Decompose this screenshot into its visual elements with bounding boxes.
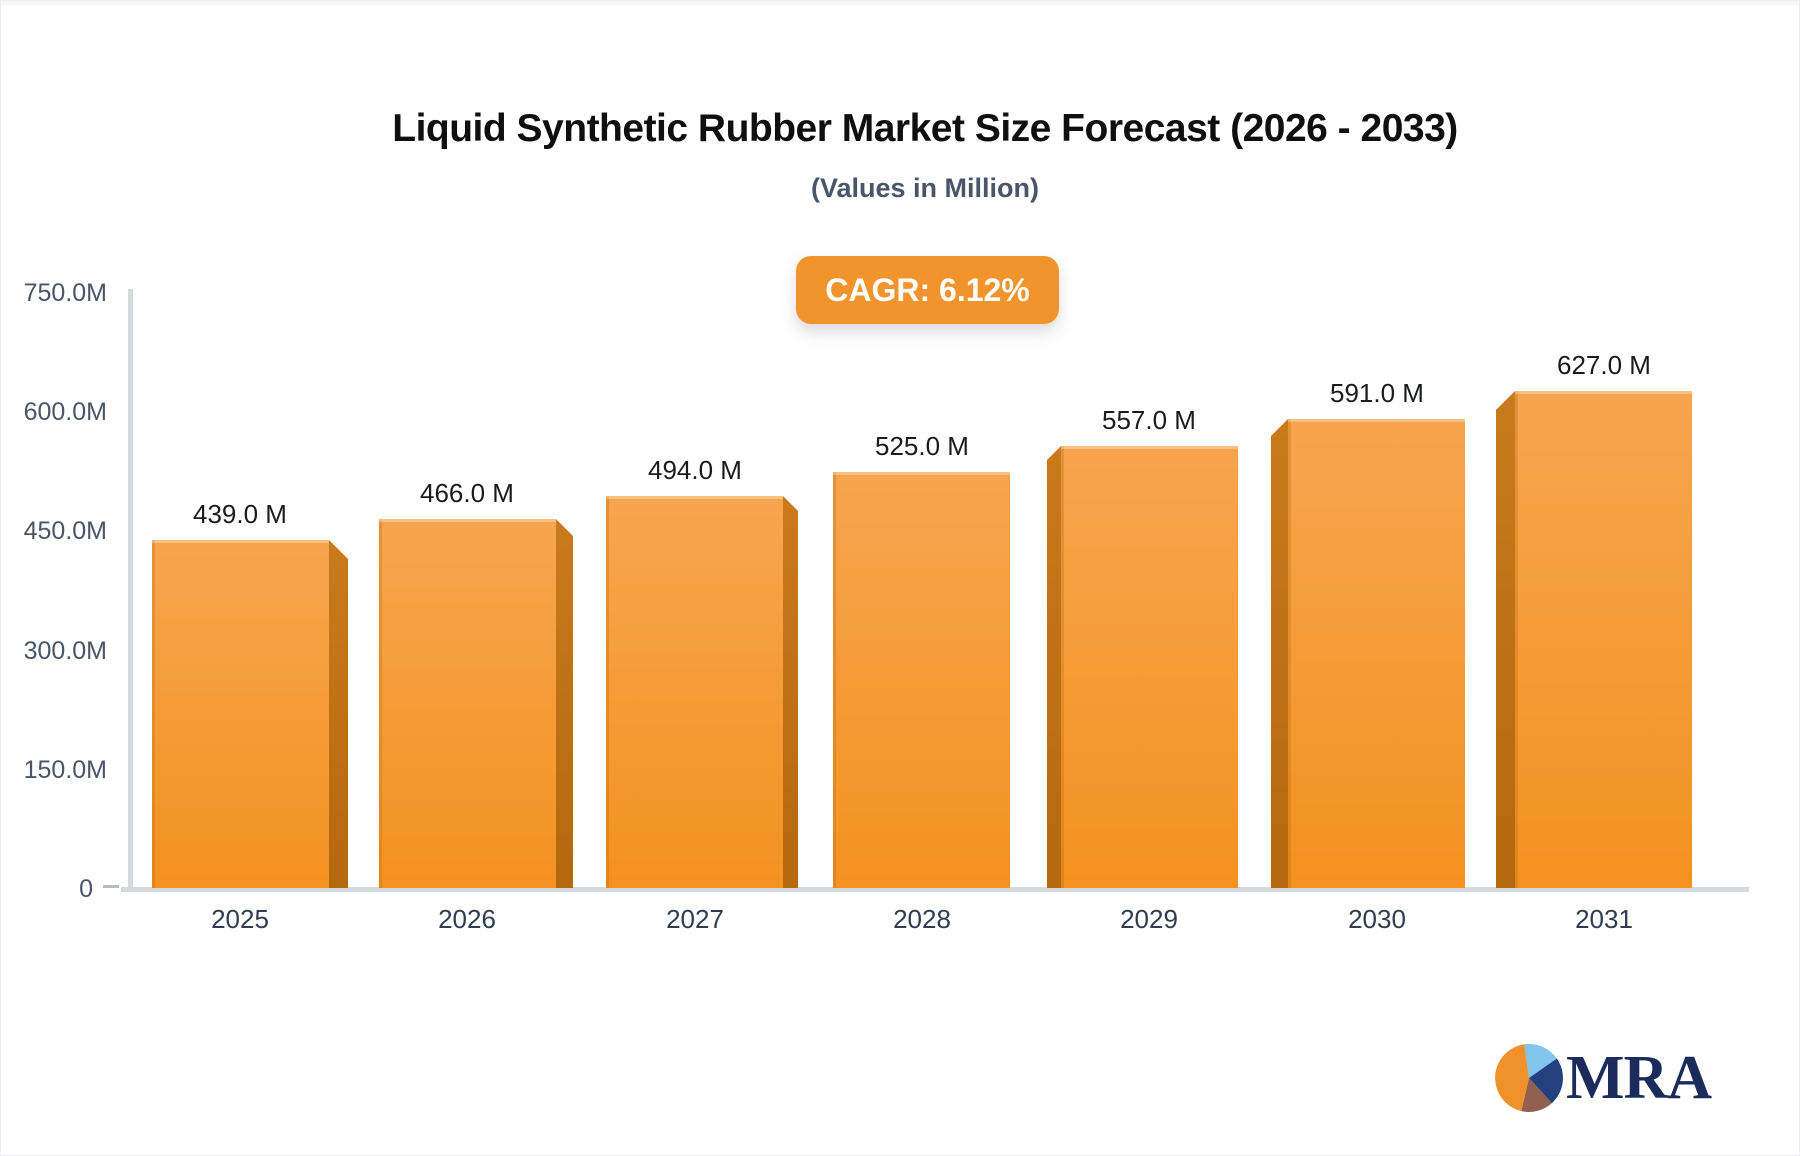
x-axis-label-2025: 2025: [211, 904, 269, 934]
y-axis-label: 450.0M: [23, 517, 107, 545]
bar-side-face: [1496, 391, 1515, 888]
y-axis-line: [128, 289, 133, 892]
bar-value-label: 591.0 M: [1330, 378, 1424, 408]
x-axis-label-2029: 2029: [1120, 904, 1178, 934]
y-axis-label: 750.0M: [23, 279, 107, 307]
bar-side-face: [1271, 419, 1288, 888]
x-axis-label-2027: 2027: [666, 904, 724, 934]
y-axis-label: 300.0M: [23, 637, 107, 665]
bar-value-label: 439.0 M: [193, 499, 287, 529]
bar-2027[interactable]: [606, 496, 783, 888]
chart-title: Liquid Synthetic Rubber Market Size Fore…: [392, 107, 1458, 150]
cagr-badge-label: CAGR: 6.12%: [825, 271, 1030, 308]
bar-value-label: 557.0 M: [1102, 405, 1196, 435]
logo-pie-icon: [1495, 1044, 1563, 1112]
y-axis-label: 150.0M: [23, 756, 107, 784]
bar-2025[interactable]: [152, 540, 329, 888]
x-axis-label-2026: 2026: [438, 904, 496, 934]
bar-2029[interactable]: [1061, 446, 1238, 888]
bar-2028[interactable]: [833, 472, 1010, 888]
zero-tick-mark: [103, 885, 119, 888]
bar-side-face: [1047, 446, 1061, 888]
bar-value-label: 525.0 M: [875, 431, 969, 461]
x-axis-line: [121, 887, 1749, 892]
bar-2031[interactable]: [1515, 391, 1692, 888]
y-axis-label: 0: [79, 875, 93, 903]
bar-2026[interactable]: [379, 519, 556, 888]
bar-side-face: [556, 519, 573, 888]
x-axis-label-2030: 2030: [1348, 904, 1406, 934]
cagr-badge: CAGR: 6.12%: [796, 256, 1059, 324]
bar-side-face: [329, 540, 348, 888]
bar-value-label: 466.0 M: [420, 478, 514, 508]
bar-value-label: 627.0 M: [1557, 350, 1651, 380]
x-axis-label-2028: 2028: [893, 904, 951, 934]
brand-logo: MRA: [1495, 1043, 1712, 1113]
logo-text: MRA: [1566, 1044, 1712, 1112]
page-top-strip: [1, 1, 1799, 5]
chart-subtitle: (Values in Million): [810, 173, 1040, 203]
y-axis-label: 600.0M: [23, 398, 107, 426]
bar-side-face: [783, 496, 798, 888]
x-axis-label-2031: 2031: [1575, 904, 1633, 934]
bar-value-label: 494.0 M: [648, 455, 742, 485]
bar-2030[interactable]: [1288, 419, 1465, 888]
